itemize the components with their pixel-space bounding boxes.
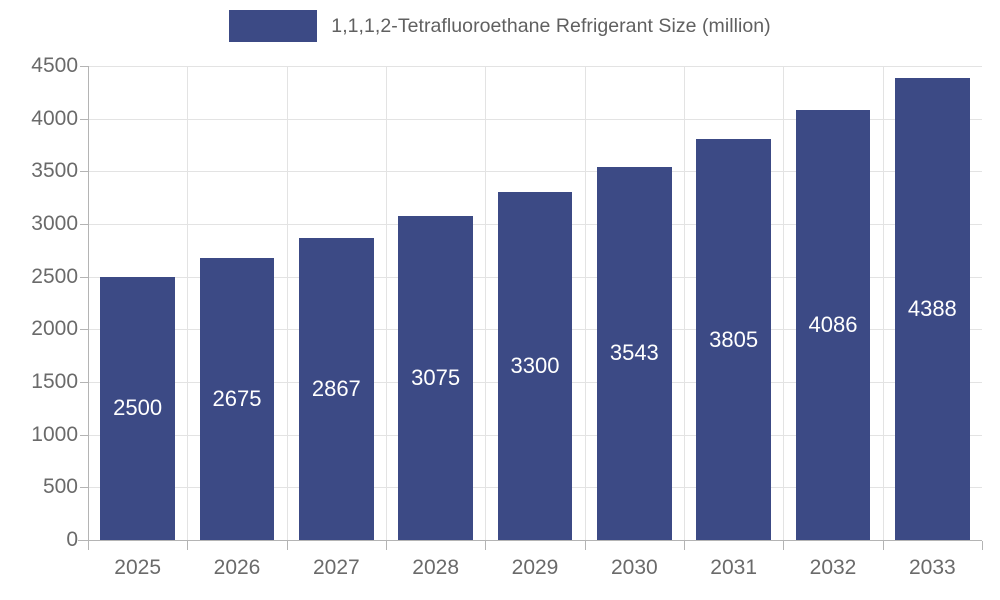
y-tick-mark bbox=[80, 487, 88, 488]
y-tick-mark bbox=[80, 224, 88, 225]
y-tick-mark bbox=[80, 540, 88, 541]
bar-value-label: 2675 bbox=[212, 386, 262, 412]
x-tick-mark bbox=[883, 541, 884, 550]
gridline-vertical bbox=[584, 66, 586, 540]
x-tick-mark bbox=[585, 541, 586, 550]
x-tick-label: 2032 bbox=[809, 556, 857, 579]
bar[interactable] bbox=[795, 109, 871, 540]
bar-value-label: 3543 bbox=[609, 340, 659, 366]
gridline-vertical bbox=[286, 66, 288, 540]
bar-value-label: 2500 bbox=[113, 395, 163, 421]
bar[interactable] bbox=[298, 238, 374, 540]
x-tick-mark bbox=[287, 541, 288, 550]
gridline-horizontal bbox=[88, 118, 982, 120]
y-tick-label: 1000 bbox=[31, 422, 78, 446]
gridline-vertical bbox=[485, 66, 487, 540]
x-tick-mark bbox=[485, 541, 486, 550]
gridline-vertical bbox=[882, 66, 884, 540]
bar-value-label: 3075 bbox=[411, 365, 461, 391]
x-axis-line bbox=[78, 540, 982, 541]
x-tick-label: 2031 bbox=[710, 556, 758, 579]
bar-value-label: 3805 bbox=[709, 326, 759, 352]
x-tick-label: 2030 bbox=[610, 556, 658, 579]
y-tick-label: 3500 bbox=[31, 159, 78, 183]
bar[interactable] bbox=[199, 258, 275, 540]
bar[interactable] bbox=[596, 166, 672, 540]
x-tick-label: 2033 bbox=[908, 556, 956, 579]
legend-swatch-icon bbox=[229, 10, 318, 42]
gridline-vertical bbox=[386, 66, 387, 540]
bar[interactable] bbox=[100, 276, 176, 540]
y-tick-mark bbox=[80, 171, 88, 172]
gridline-horizontal bbox=[88, 66, 982, 67]
gridline-vertical bbox=[187, 66, 189, 540]
chart-legend: 1,1,1,2-Tetrafluoroethane Refrigerant Si… bbox=[0, 0, 1000, 52]
gridline-vertical bbox=[684, 66, 685, 540]
y-tick-mark bbox=[80, 382, 88, 383]
x-tick-label: 2029 bbox=[511, 556, 559, 579]
x-tick-mark bbox=[982, 541, 983, 550]
y-tick-label: 500 bbox=[42, 475, 78, 499]
bar-value-label: 4388 bbox=[907, 295, 957, 321]
y-axis-line bbox=[88, 66, 89, 550]
x-tick-mark bbox=[783, 541, 784, 550]
bar-value-label: 2867 bbox=[311, 376, 361, 401]
gridline-horizontal bbox=[88, 171, 982, 173]
y-tick-label: 3000 bbox=[31, 212, 78, 235]
bar[interactable] bbox=[497, 192, 573, 540]
y-tick-label: 1500 bbox=[31, 370, 78, 393]
bar[interactable] bbox=[696, 139, 772, 540]
y-tick-label: 0 bbox=[66, 528, 78, 551]
y-tick-label: 4000 bbox=[31, 106, 78, 130]
legend-label: 1,1,1,2-Tetrafluoroethane Refrigerant Si… bbox=[331, 14, 771, 37]
y-tick-mark bbox=[80, 119, 88, 120]
y-tick-label: 2000 bbox=[31, 317, 78, 341]
bar[interactable] bbox=[398, 216, 474, 540]
y-tick-label: 4500 bbox=[31, 54, 78, 77]
bar[interactable] bbox=[894, 77, 970, 540]
y-tick-mark bbox=[80, 66, 88, 67]
bar-value-label: 4086 bbox=[808, 311, 858, 337]
plot-area: 2500 2675 2867 3075 3300 3543 3805 4086 4388 bbox=[88, 66, 982, 541]
x-tick-mark bbox=[386, 541, 387, 550]
bar-value-label: 3300 bbox=[510, 353, 560, 379]
x-tick-mark bbox=[88, 541, 89, 550]
x-tick-label: 2026 bbox=[213, 556, 261, 579]
x-tick-label: 2025 bbox=[114, 556, 162, 579]
x-tick-mark bbox=[684, 541, 685, 550]
y-tick-mark bbox=[80, 435, 88, 436]
x-tick-label: 2027 bbox=[312, 556, 360, 579]
y-tick-mark bbox=[80, 329, 88, 330]
x-tick-mark bbox=[187, 541, 188, 550]
y-tick-label: 2500 bbox=[31, 264, 78, 288]
x-tick-label: 2028 bbox=[412, 556, 460, 579]
gridline-vertical bbox=[783, 66, 785, 540]
y-tick-mark bbox=[80, 277, 88, 278]
